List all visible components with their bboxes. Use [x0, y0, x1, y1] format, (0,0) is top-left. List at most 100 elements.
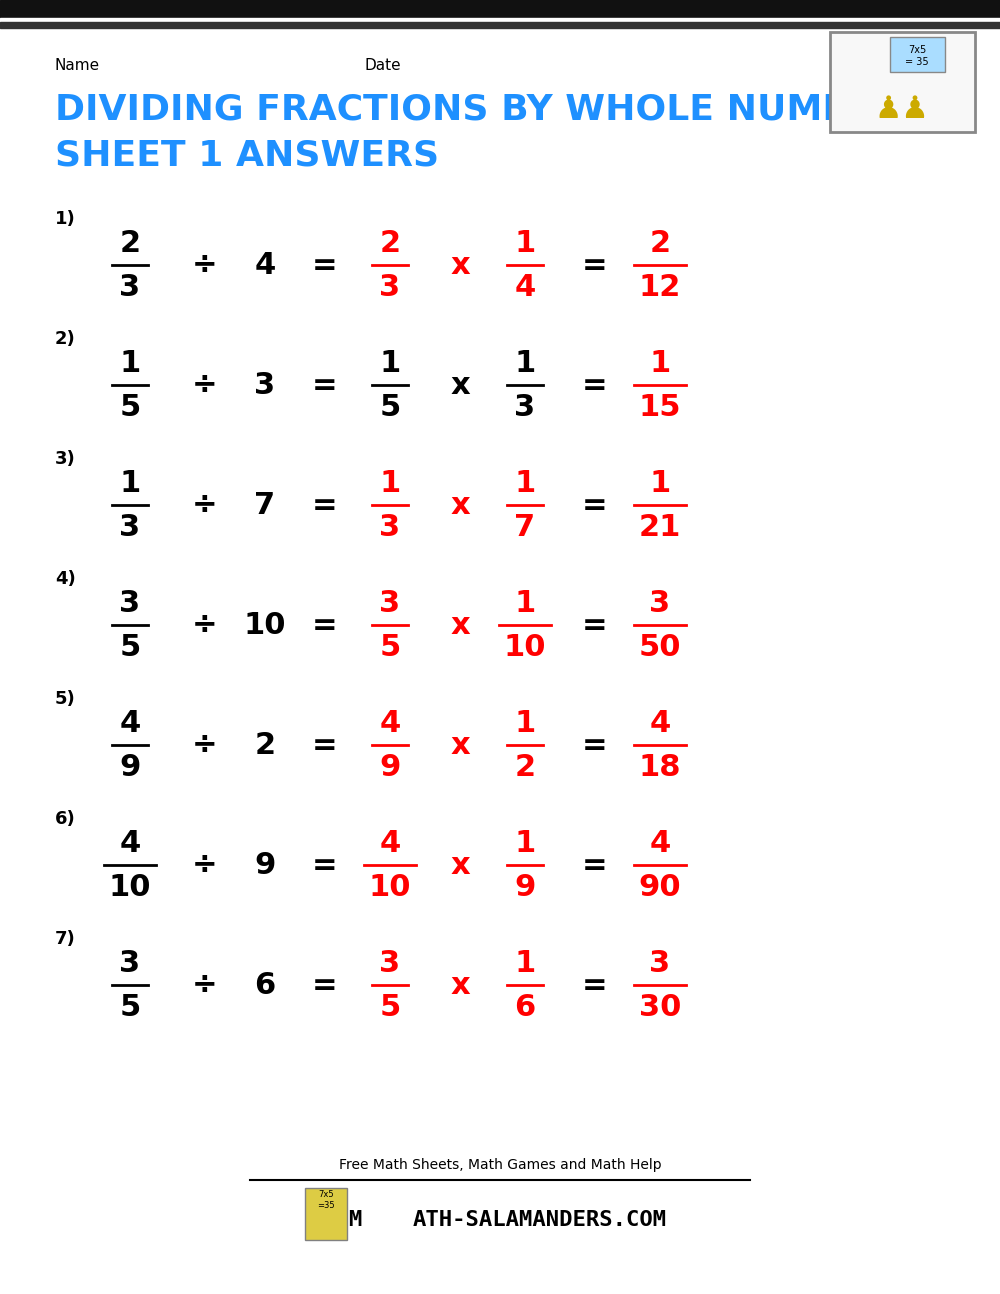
- Text: 3: 3: [379, 589, 401, 617]
- Text: 1: 1: [649, 348, 671, 378]
- Text: 2): 2): [55, 330, 76, 348]
- Text: 3: 3: [119, 273, 141, 302]
- Text: =: =: [312, 490, 338, 519]
- Text: 1: 1: [514, 709, 536, 738]
- Text: 10: 10: [504, 633, 546, 661]
- Text: 5: 5: [379, 633, 401, 661]
- Text: =: =: [312, 611, 338, 639]
- Text: 7): 7): [55, 930, 76, 949]
- Text: 5: 5: [379, 992, 401, 1021]
- Text: 4: 4: [649, 828, 671, 858]
- Text: 18: 18: [639, 753, 681, 782]
- Text: 4: 4: [379, 828, 401, 858]
- Text: x: x: [450, 850, 470, 880]
- Text: 5: 5: [379, 392, 401, 422]
- Text: 1: 1: [379, 468, 401, 497]
- Text: 1: 1: [514, 949, 536, 977]
- Text: x: x: [450, 970, 470, 999]
- Text: 1: 1: [119, 468, 141, 497]
- Text: ATH-SALAMANDERS.COM: ATH-SALAMANDERS.COM: [413, 1210, 667, 1231]
- Text: 3: 3: [119, 949, 141, 977]
- Bar: [830, 32, 975, 132]
- Text: 4: 4: [119, 828, 141, 858]
- Text: 1: 1: [514, 589, 536, 617]
- Text: 7x5
= 35: 7x5 = 35: [905, 45, 929, 67]
- Text: 50: 50: [639, 633, 681, 661]
- Text: 5: 5: [119, 392, 141, 422]
- Text: ÷: ÷: [192, 731, 218, 760]
- Text: 3: 3: [119, 589, 141, 617]
- Bar: [0, 0, 1000, 18]
- Text: 2: 2: [119, 229, 141, 258]
- Text: 6: 6: [254, 970, 276, 999]
- Text: 7: 7: [514, 512, 536, 541]
- Text: Name: Name: [55, 57, 100, 72]
- Text: 3: 3: [254, 370, 276, 400]
- Text: 1: 1: [514, 229, 536, 258]
- Text: DIVIDING FRACTIONS BY WHOLE NUMBERS: DIVIDING FRACTIONS BY WHOLE NUMBERS: [55, 93, 929, 127]
- Text: 1: 1: [119, 348, 141, 378]
- Text: =: =: [312, 731, 338, 760]
- Text: 10: 10: [369, 872, 411, 902]
- Text: x: x: [450, 251, 470, 280]
- Text: 3: 3: [379, 273, 401, 302]
- Text: 3): 3): [55, 450, 76, 468]
- Text: x: x: [450, 611, 470, 639]
- Text: 2: 2: [379, 229, 401, 258]
- Text: 1: 1: [379, 348, 401, 378]
- Text: 15: 15: [639, 392, 681, 422]
- Text: x: x: [450, 731, 470, 760]
- Text: SHEET 1 ANSWERS: SHEET 1 ANSWERS: [55, 138, 439, 172]
- Text: =: =: [582, 731, 608, 760]
- Text: 30: 30: [639, 992, 681, 1021]
- Bar: [305, 1188, 347, 1240]
- Text: ÷: ÷: [192, 970, 218, 999]
- Text: 4: 4: [514, 273, 536, 302]
- Text: =: =: [582, 611, 608, 639]
- Text: 6): 6): [55, 810, 76, 828]
- Text: Date: Date: [365, 57, 402, 72]
- Text: 9: 9: [254, 850, 276, 880]
- Text: 3: 3: [379, 949, 401, 977]
- Text: =: =: [582, 251, 608, 280]
- Text: =: =: [312, 251, 338, 280]
- Text: 12: 12: [639, 273, 681, 302]
- Bar: [890, 38, 945, 72]
- Text: =: =: [582, 850, 608, 880]
- Text: 5): 5): [55, 690, 76, 708]
- Text: 10: 10: [109, 872, 151, 902]
- Text: 4: 4: [119, 709, 141, 738]
- Text: =: =: [582, 370, 608, 400]
- Text: 2: 2: [649, 229, 671, 258]
- Text: 4: 4: [379, 709, 401, 738]
- Text: 9: 9: [514, 872, 536, 902]
- Text: =: =: [582, 490, 608, 519]
- Text: 1: 1: [514, 348, 536, 378]
- Text: 3: 3: [119, 512, 141, 541]
- Bar: [0, 18, 1000, 22]
- Text: 2: 2: [514, 753, 536, 782]
- Text: 3: 3: [649, 949, 671, 977]
- Text: 1): 1): [55, 210, 76, 228]
- Text: 1: 1: [514, 828, 536, 858]
- Text: 7x5
=35: 7x5 =35: [317, 1190, 335, 1210]
- Text: =: =: [312, 850, 338, 880]
- Text: 3: 3: [649, 589, 671, 617]
- Text: ÷: ÷: [192, 490, 218, 519]
- Text: ÷: ÷: [192, 251, 218, 280]
- Text: M: M: [348, 1210, 362, 1231]
- Text: ♟♟: ♟♟: [875, 96, 929, 124]
- Text: =: =: [312, 370, 338, 400]
- Text: =: =: [582, 970, 608, 999]
- Text: 6: 6: [514, 992, 536, 1021]
- Text: 10: 10: [244, 611, 286, 639]
- Text: 1: 1: [649, 468, 671, 497]
- Text: 4): 4): [55, 569, 76, 587]
- Bar: [0, 22, 1000, 28]
- Text: x: x: [450, 370, 470, 400]
- Text: 2: 2: [254, 731, 276, 760]
- Text: ÷: ÷: [192, 370, 218, 400]
- Text: 3: 3: [514, 392, 536, 422]
- Text: 5: 5: [119, 633, 141, 661]
- Text: 4: 4: [649, 709, 671, 738]
